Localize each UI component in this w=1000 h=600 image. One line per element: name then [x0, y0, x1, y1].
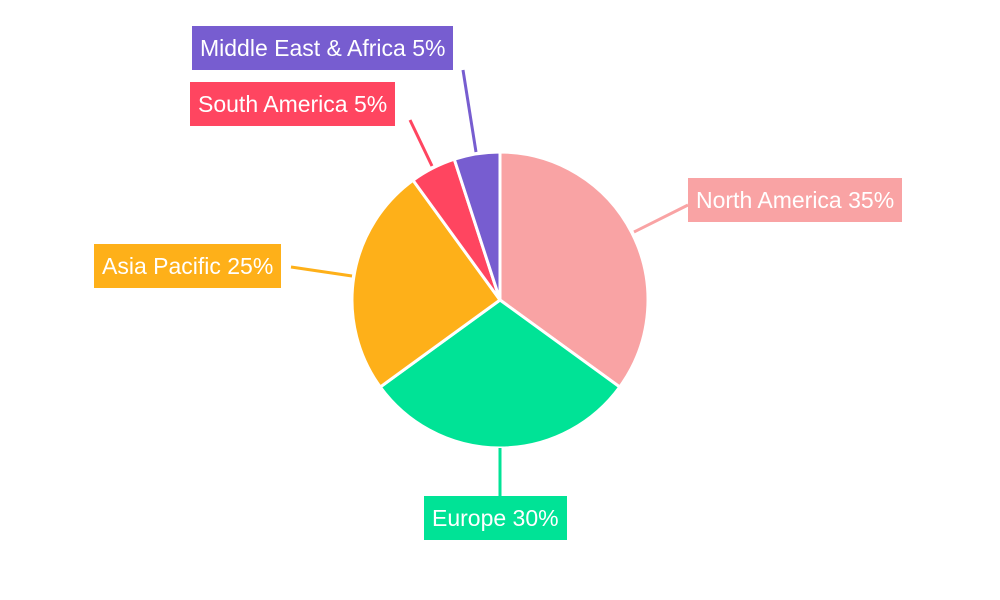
- leader-line: [290, 265, 353, 278]
- pie-slice-asia-pacific[interactable]: [350, 178, 503, 390]
- leader-line: [633, 203, 689, 234]
- pie-slice-europe[interactable]: [378, 298, 622, 450]
- leader-line: [461, 69, 478, 153]
- slice-label: North America 35%: [688, 178, 903, 222]
- slice-label: Middle East & Africa 5%: [192, 26, 454, 70]
- slice-label: South America 5%: [190, 82, 396, 126]
- pie-slice-north-america[interactable]: [498, 150, 650, 390]
- slice-label: Asia Pacific 25%: [94, 244, 282, 288]
- leader-line: [408, 119, 434, 167]
- pie-slice-middle-east-africa[interactable]: [452, 150, 502, 301]
- slice-label: Europe 30%: [424, 496, 567, 540]
